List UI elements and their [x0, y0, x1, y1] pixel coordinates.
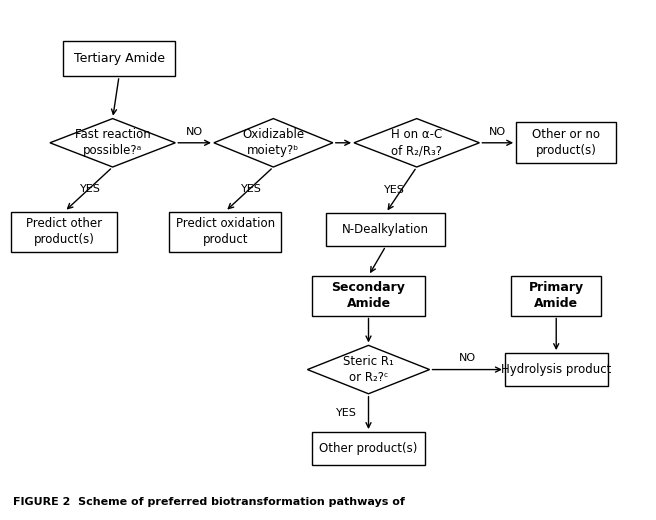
Text: FIGURE 2  Scheme of preferred biotransformation pathways of: FIGURE 2 Scheme of preferred biotransfor…: [13, 497, 405, 507]
Text: Hydrolysis product: Hydrolysis product: [501, 363, 611, 376]
Bar: [511, 276, 601, 316]
Text: Fast reaction
possible?ᵃ: Fast reaction possible?ᵃ: [75, 128, 150, 157]
Polygon shape: [50, 119, 175, 167]
Text: YES: YES: [80, 184, 101, 194]
Bar: [11, 212, 117, 252]
Text: NO: NO: [459, 354, 476, 363]
Text: YES: YES: [336, 408, 357, 418]
Text: Tertiary Amide: Tertiary Amide: [73, 52, 165, 65]
Text: Predict oxidation
product: Predict oxidation product: [176, 217, 275, 246]
Text: Other or no
product(s): Other or no product(s): [532, 128, 600, 157]
Text: Steric R₁
or R₂?ᶜ: Steric R₁ or R₂?ᶜ: [343, 355, 394, 384]
Bar: [169, 212, 281, 252]
Bar: [505, 353, 607, 386]
Text: N-Dealkylation: N-Dealkylation: [342, 223, 430, 236]
Text: Primary
Amide: Primary Amide: [529, 281, 584, 310]
Text: Predict other
product(s): Predict other product(s): [26, 217, 102, 246]
Bar: [327, 213, 445, 246]
Text: Other product(s): Other product(s): [319, 442, 418, 455]
Polygon shape: [354, 119, 480, 167]
Text: Secondary
Amide: Secondary Amide: [331, 281, 405, 310]
Text: H on α-C
of R₂/R₃?: H on α-C of R₂/R₃?: [391, 128, 442, 157]
Bar: [63, 42, 175, 76]
Text: YES: YES: [384, 185, 405, 195]
Text: NO: NO: [186, 127, 203, 137]
Bar: [312, 276, 424, 316]
Text: NO: NO: [489, 127, 506, 137]
Bar: [312, 432, 424, 465]
Text: Oxidizable
moiety?ᵇ: Oxidizable moiety?ᵇ: [242, 128, 304, 157]
Polygon shape: [214, 119, 333, 167]
Bar: [516, 122, 616, 163]
Polygon shape: [308, 345, 430, 394]
Text: YES: YES: [241, 184, 262, 194]
